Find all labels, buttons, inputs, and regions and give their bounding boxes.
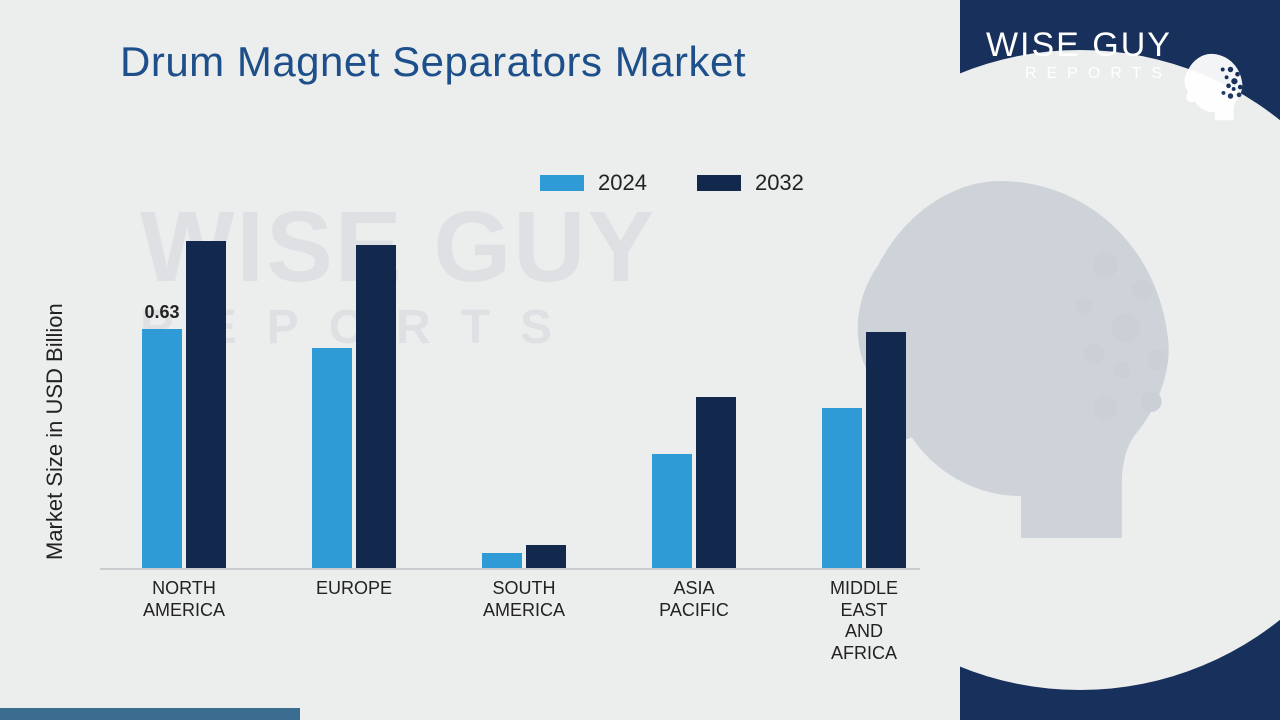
bar-2032 bbox=[356, 245, 396, 568]
chart-title: Drum Magnet Separators Market bbox=[120, 38, 746, 86]
bar-2032 bbox=[186, 241, 226, 568]
logo-head-icon bbox=[1172, 50, 1250, 128]
bar-2024 bbox=[482, 553, 522, 568]
bar-2024 bbox=[652, 454, 692, 568]
bar-chart: 0.63 bbox=[100, 190, 920, 570]
category-label: MIDDLE EAST AND AFRICA bbox=[800, 578, 928, 664]
bar-value-label: 0.63 bbox=[132, 302, 192, 323]
y-axis-label: Market Size in USD Billion bbox=[42, 303, 68, 560]
category-label: ASIA PACIFIC bbox=[630, 578, 758, 621]
logo-line1: WISE GUY bbox=[986, 28, 1172, 62]
brand-logo: WISE GUY REPORTS bbox=[986, 28, 1244, 82]
bottom-accent-bar bbox=[0, 708, 300, 720]
chart-canvas: WISE GUY REPORTS Drum Magnet Separators … bbox=[0, 0, 1280, 720]
bar-2024 bbox=[142, 329, 182, 568]
bar-2032 bbox=[526, 545, 566, 568]
bar-2032 bbox=[866, 332, 906, 568]
category-label: EUROPE bbox=[290, 578, 418, 600]
legend-swatch-2032 bbox=[697, 175, 741, 191]
bar-2024 bbox=[312, 348, 352, 568]
logo-line2: REPORTS bbox=[986, 66, 1172, 82]
category-label: NORTH AMERICA bbox=[120, 578, 248, 621]
bar-2032 bbox=[696, 397, 736, 568]
bar-2024 bbox=[822, 408, 862, 568]
category-label: SOUTH AMERICA bbox=[460, 578, 588, 621]
legend-swatch-2024 bbox=[540, 175, 584, 191]
